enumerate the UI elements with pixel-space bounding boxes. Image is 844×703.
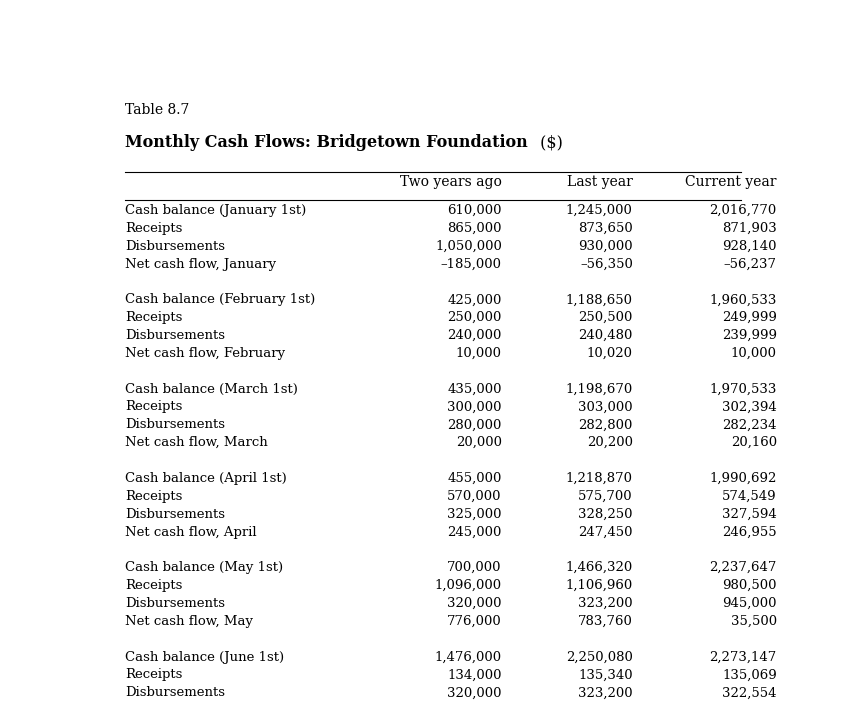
Text: –185,000: –185,000 xyxy=(441,257,501,271)
Text: 320,000: 320,000 xyxy=(446,686,501,699)
Text: Receipts: Receipts xyxy=(125,222,182,235)
Text: 1,466,320: 1,466,320 xyxy=(565,561,632,574)
Text: Current year: Current year xyxy=(684,175,776,189)
Text: Receipts: Receipts xyxy=(125,579,182,592)
Text: 20,000: 20,000 xyxy=(455,437,501,449)
Text: Cash balance (March 1st): Cash balance (March 1st) xyxy=(125,382,298,396)
Text: Two years ago: Two years ago xyxy=(399,175,501,189)
Text: 20,160: 20,160 xyxy=(730,437,776,449)
Text: Cash balance (April 1st): Cash balance (April 1st) xyxy=(125,472,287,485)
Text: –56,350: –56,350 xyxy=(579,257,632,271)
Text: 323,200: 323,200 xyxy=(577,597,632,610)
Text: 1,970,533: 1,970,533 xyxy=(709,382,776,396)
Text: 2,250,080: 2,250,080 xyxy=(565,650,632,664)
Text: –56,237: –56,237 xyxy=(723,257,776,271)
Text: 325,000: 325,000 xyxy=(446,508,501,521)
Text: Disbursements: Disbursements xyxy=(125,597,225,610)
Text: 2,273,147: 2,273,147 xyxy=(709,650,776,664)
Text: 239,999: 239,999 xyxy=(721,329,776,342)
Text: 322,554: 322,554 xyxy=(722,686,776,699)
Text: Net cash flow, April: Net cash flow, April xyxy=(125,526,257,538)
Text: 249,999: 249,999 xyxy=(721,311,776,324)
Text: 865,000: 865,000 xyxy=(446,222,501,235)
Text: 610,000: 610,000 xyxy=(446,204,501,217)
Text: 873,650: 873,650 xyxy=(577,222,632,235)
Text: 327,594: 327,594 xyxy=(722,508,776,521)
Text: 303,000: 303,000 xyxy=(577,401,632,413)
Text: Receipts: Receipts xyxy=(125,669,182,681)
Text: 282,800: 282,800 xyxy=(578,418,632,432)
Text: Net cash flow, May: Net cash flow, May xyxy=(125,615,253,628)
Text: Receipts: Receipts xyxy=(125,311,182,324)
Text: 945,000: 945,000 xyxy=(722,597,776,610)
Text: 302,394: 302,394 xyxy=(722,401,776,413)
Text: 575,700: 575,700 xyxy=(577,490,632,503)
Text: 282,234: 282,234 xyxy=(722,418,776,432)
Text: Disbursements: Disbursements xyxy=(125,686,225,699)
Text: Cash balance (January 1st): Cash balance (January 1st) xyxy=(125,204,306,217)
Text: 245,000: 245,000 xyxy=(447,526,501,538)
Text: 1,960,533: 1,960,533 xyxy=(709,293,776,307)
Text: Disbursements: Disbursements xyxy=(125,240,225,252)
Text: 2,016,770: 2,016,770 xyxy=(709,204,776,217)
Text: 2,237,647: 2,237,647 xyxy=(709,561,776,574)
Text: 250,500: 250,500 xyxy=(578,311,632,324)
Text: 574,549: 574,549 xyxy=(722,490,776,503)
Text: 871,903: 871,903 xyxy=(722,222,776,235)
Text: Disbursements: Disbursements xyxy=(125,329,225,342)
Text: 928,140: 928,140 xyxy=(722,240,776,252)
Text: 250,000: 250,000 xyxy=(447,311,501,324)
Text: Cash balance (May 1st): Cash balance (May 1st) xyxy=(125,561,283,574)
Text: 1,106,960: 1,106,960 xyxy=(565,579,632,592)
Text: 134,000: 134,000 xyxy=(446,669,501,681)
Text: 246,955: 246,955 xyxy=(722,526,776,538)
Text: Last year: Last year xyxy=(566,175,632,189)
Text: 455,000: 455,000 xyxy=(447,472,501,485)
Text: 1,188,650: 1,188,650 xyxy=(565,293,632,307)
Text: 10,000: 10,000 xyxy=(455,347,501,360)
Text: 980,500: 980,500 xyxy=(722,579,776,592)
Text: 280,000: 280,000 xyxy=(447,418,501,432)
Text: 1,245,000: 1,245,000 xyxy=(565,204,632,217)
Text: 135,069: 135,069 xyxy=(722,669,776,681)
Text: 328,250: 328,250 xyxy=(577,508,632,521)
Text: ($): ($) xyxy=(534,134,562,151)
Text: Net cash flow, March: Net cash flow, March xyxy=(125,437,268,449)
Text: 300,000: 300,000 xyxy=(446,401,501,413)
Text: 20,200: 20,200 xyxy=(586,437,632,449)
Text: 1,990,692: 1,990,692 xyxy=(709,472,776,485)
Text: Monthly Cash Flows: Bridgetown Foundation: Monthly Cash Flows: Bridgetown Foundatio… xyxy=(125,134,528,151)
Text: 10,020: 10,020 xyxy=(586,347,632,360)
Text: Cash balance (June 1st): Cash balance (June 1st) xyxy=(125,650,284,664)
Text: 247,450: 247,450 xyxy=(577,526,632,538)
Text: 240,000: 240,000 xyxy=(447,329,501,342)
Text: 425,000: 425,000 xyxy=(447,293,501,307)
Text: 323,200: 323,200 xyxy=(577,686,632,699)
Text: 1,218,870: 1,218,870 xyxy=(565,472,632,485)
Text: 135,340: 135,340 xyxy=(577,669,632,681)
Text: 35,500: 35,500 xyxy=(730,615,776,628)
Text: 1,096,000: 1,096,000 xyxy=(434,579,501,592)
Text: 570,000: 570,000 xyxy=(446,490,501,503)
Text: Receipts: Receipts xyxy=(125,401,182,413)
Text: Table 8.7: Table 8.7 xyxy=(125,103,189,117)
Text: 776,000: 776,000 xyxy=(446,615,501,628)
Text: 10,000: 10,000 xyxy=(730,347,776,360)
Text: 1,198,670: 1,198,670 xyxy=(565,382,632,396)
Text: Disbursements: Disbursements xyxy=(125,418,225,432)
Text: Cash balance (February 1st): Cash balance (February 1st) xyxy=(125,293,315,307)
Text: 930,000: 930,000 xyxy=(577,240,632,252)
Text: 435,000: 435,000 xyxy=(446,382,501,396)
Text: 240,480: 240,480 xyxy=(578,329,632,342)
Text: Disbursements: Disbursements xyxy=(125,508,225,521)
Text: Net cash flow, February: Net cash flow, February xyxy=(125,347,285,360)
Text: Receipts: Receipts xyxy=(125,490,182,503)
Text: Net cash flow, January: Net cash flow, January xyxy=(125,257,276,271)
Text: 783,760: 783,760 xyxy=(577,615,632,628)
Text: 1,476,000: 1,476,000 xyxy=(434,650,501,664)
Text: 700,000: 700,000 xyxy=(446,561,501,574)
Text: 1,050,000: 1,050,000 xyxy=(435,240,501,252)
Text: 320,000: 320,000 xyxy=(446,597,501,610)
